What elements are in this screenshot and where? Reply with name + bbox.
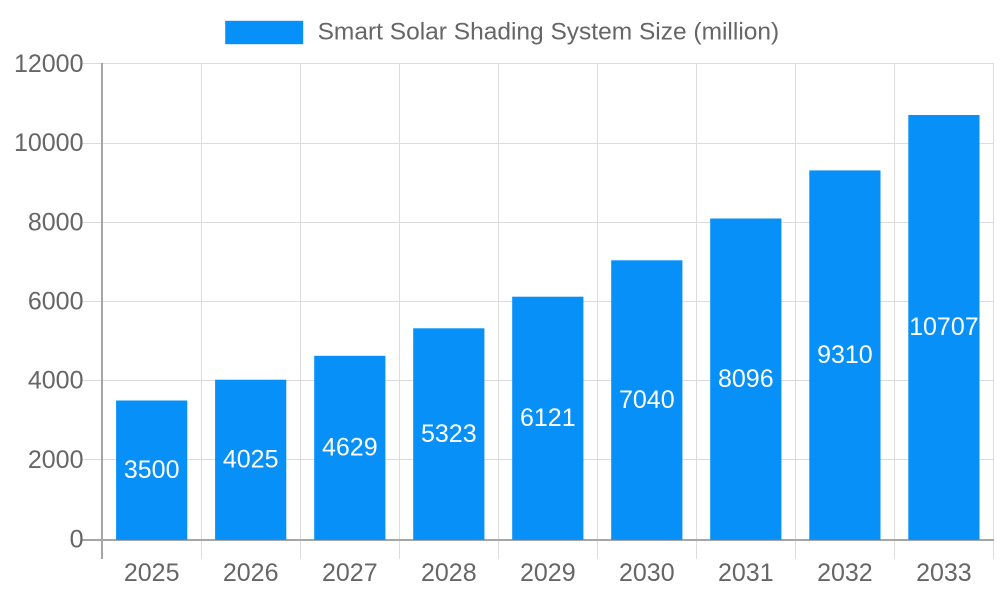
svg-text:8000: 8000 (28, 208, 84, 236)
svg-text:2027: 2027 (322, 559, 378, 587)
svg-text:5323: 5323 (421, 420, 477, 448)
svg-text:10000: 10000 (14, 129, 84, 157)
svg-text:2026: 2026 (223, 559, 279, 587)
svg-text:6121: 6121 (520, 404, 576, 432)
svg-text:4025: 4025 (223, 446, 279, 474)
svg-text:10707: 10707 (909, 313, 979, 341)
svg-text:3500: 3500 (124, 456, 180, 484)
svg-text:2030: 2030 (619, 559, 675, 587)
svg-text:2028: 2028 (421, 559, 477, 587)
svg-text:2000: 2000 (28, 446, 84, 474)
svg-text:6000: 6000 (28, 288, 84, 316)
svg-text:7040: 7040 (619, 386, 675, 414)
svg-text:2025: 2025 (124, 559, 180, 587)
svg-text:Smart Solar Shading System Siz: Smart Solar Shading System Size (million… (318, 18, 780, 45)
svg-text:2029: 2029 (520, 559, 576, 587)
svg-text:2031: 2031 (718, 559, 774, 587)
svg-text:9310: 9310 (817, 341, 873, 369)
svg-text:4629: 4629 (322, 434, 378, 462)
svg-text:0: 0 (70, 526, 84, 554)
svg-text:2033: 2033 (916, 559, 972, 587)
svg-text:8096: 8096 (718, 365, 774, 393)
svg-text:2032: 2032 (817, 559, 873, 587)
svg-text:4000: 4000 (28, 367, 84, 395)
svg-text:12000: 12000 (14, 50, 84, 78)
